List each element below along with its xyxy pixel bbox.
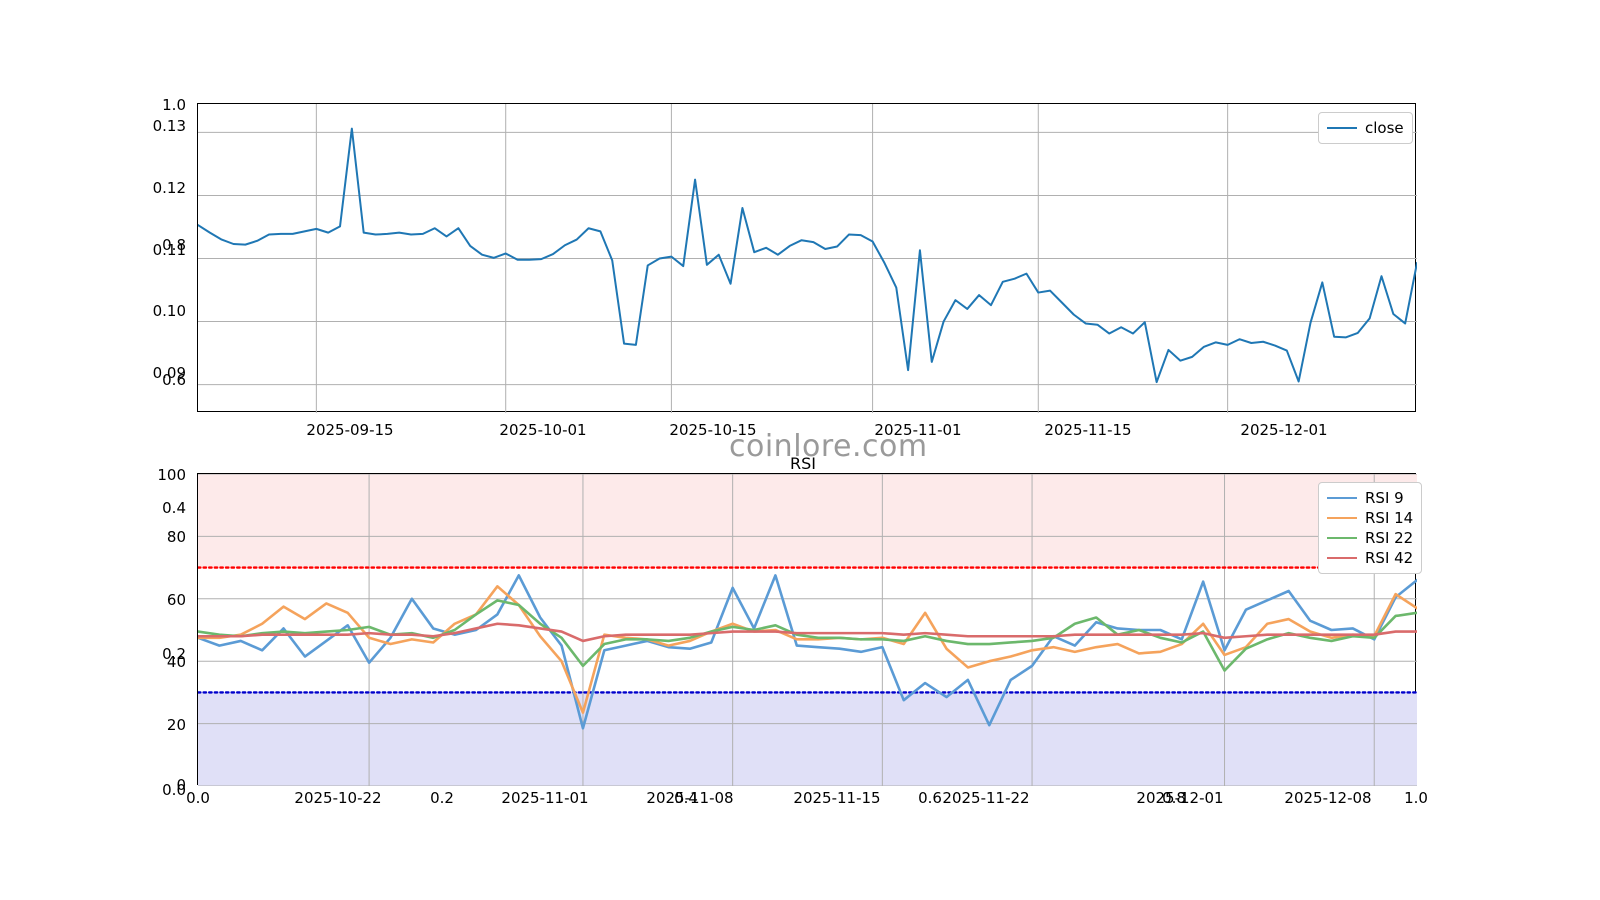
price-ytick-2: 0.11	[152, 241, 186, 259]
legend-label-rsi42: RSI 42	[1365, 549, 1414, 567]
price-ytick-3: 0.10	[152, 302, 186, 320]
legend-swatch-rsi14	[1327, 517, 1357, 519]
price-overlay-ytick-1: 0.8	[162, 236, 186, 254]
price-xtick-0: 2025-09-15	[306, 421, 394, 439]
legend-swatch-close	[1327, 127, 1357, 129]
rsi-xtick-1: 2025-11-01	[501, 789, 589, 807]
rsi-overlay-xtick-4: 0.8	[1162, 789, 1186, 807]
legend-swatch-rsi22	[1327, 537, 1357, 539]
rsi-xtick-4: 2025-11-22	[942, 789, 1030, 807]
price-overlay-ytick-0: 1.0	[162, 96, 186, 114]
price-xtick-3: 2025-11-01	[874, 421, 962, 439]
legend-swatch-rsi42	[1327, 557, 1357, 559]
rsi-title: RSI	[790, 454, 816, 473]
rsi-legend[interactable]: RSI 9 RSI 14 RSI 22 RSI 42	[1318, 482, 1423, 574]
rsi-overlay-ytick-1: 0.2	[162, 645, 186, 663]
price-xtick-4: 2025-11-15	[1044, 421, 1132, 439]
watermark: coinlore.com	[729, 429, 928, 464]
price-ytick-4: 0.09	[152, 364, 186, 382]
legend-label-rsi22: RSI 22	[1365, 529, 1414, 547]
rsi-xtick-5: 2025-12-01	[1136, 789, 1224, 807]
rsi-chart-panel	[197, 473, 1417, 786]
legend-item-close[interactable]: close	[1327, 118, 1404, 138]
price-overlay-ytick-2: 0.6	[162, 371, 186, 389]
legend-label-rsi9: RSI 9	[1365, 489, 1404, 507]
rsi-overlay-xtick-0: 0.0	[186, 789, 210, 807]
rsi-ytick-5: 0	[176, 776, 186, 794]
legend-item-rsi9[interactable]: RSI 9	[1327, 488, 1413, 508]
rsi-ytick-0: 100	[157, 466, 186, 484]
rsi-ytick-2: 60	[166, 591, 186, 609]
rsi-overlay-ytick-0: 0.4	[162, 499, 186, 517]
rsi-plot-area	[198, 474, 1417, 786]
rsi-overlay-xtick-1: 0.2	[430, 789, 454, 807]
price-legend[interactable]: close	[1318, 112, 1413, 144]
price-ytick-0: 0.13	[152, 117, 186, 135]
rsi-overlay-xtick-2: 0.4	[674, 789, 698, 807]
rsi-xtick-3: 2025-11-15	[793, 789, 881, 807]
legend-item-rsi14[interactable]: RSI 14	[1327, 508, 1413, 528]
price-xtick-2: 2025-10-15	[669, 421, 757, 439]
rsi-ytick-3: 40	[166, 653, 186, 671]
rsi-xtick-6: 2025-12-08	[1284, 789, 1372, 807]
price-plot-area	[198, 104, 1417, 413]
rsi-overlay-xtick-3: 0.6	[918, 789, 942, 807]
price-xtick-5: 2025-12-01	[1240, 421, 1328, 439]
rsi-xtick-2: 2025-11-08	[646, 789, 734, 807]
rsi-overlay-ytick-2: 0.0	[162, 781, 186, 799]
legend-label-rsi14: RSI 14	[1365, 509, 1414, 527]
price-ytick-1: 0.12	[152, 179, 186, 197]
legend-label-close: close	[1365, 119, 1404, 137]
legend-swatch-rsi9	[1327, 497, 1357, 499]
rsi-ytick-1: 80	[166, 528, 186, 546]
rsi-overlay-xtick-5: 1.0	[1404, 789, 1428, 807]
legend-item-rsi22[interactable]: RSI 22	[1327, 528, 1413, 548]
legend-item-rsi42[interactable]: RSI 42	[1327, 548, 1413, 568]
rsi-ytick-4: 20	[166, 716, 186, 734]
price-chart-panel	[197, 103, 1417, 413]
rsi-xtick-0: 2025-10-22	[294, 789, 382, 807]
price-xtick-1: 2025-10-01	[499, 421, 587, 439]
